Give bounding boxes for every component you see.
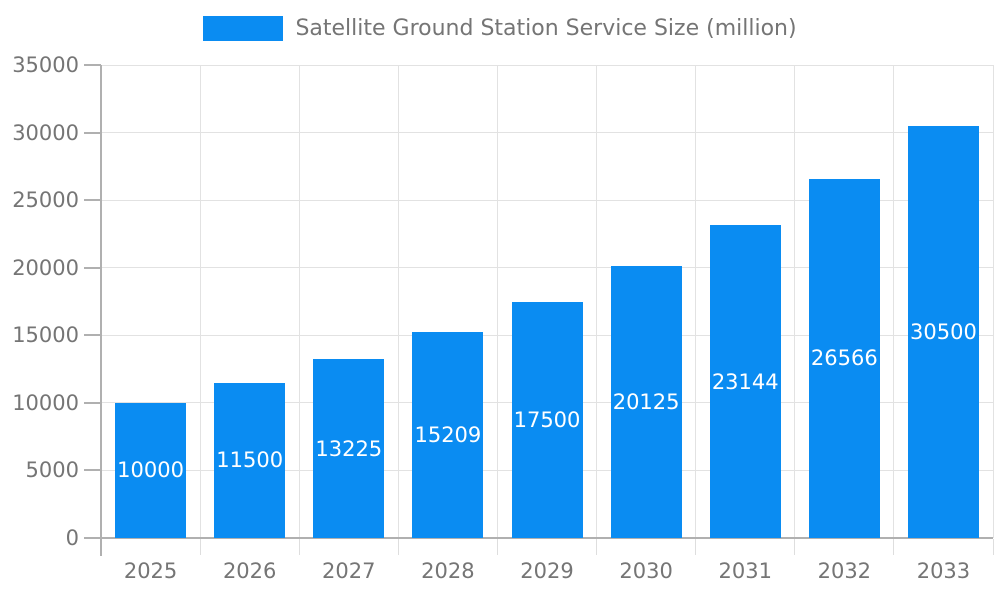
x-gridline [397,65,399,538]
x-gridline [992,65,994,538]
x-gridline [596,65,598,538]
bar [412,332,484,538]
x-axis-tick-mark [992,539,994,555]
bar-value-label: 11500 [216,448,284,473]
bar [808,178,880,538]
x-axis-tick-mark [199,539,201,555]
x-gridline [695,65,697,538]
bar-value-label: 20125 [612,390,680,414]
x-gridline [199,65,201,538]
x-axis-tick-mark [695,539,697,555]
y-axis-tick-label: 10000 [12,390,79,415]
y-axis-tick-label: 5000 [25,458,79,483]
y-axis-tick-mark [84,64,101,66]
chart-legend: Satellite Ground Station Service Size (m… [0,16,1000,41]
bar-value-label: 26566 [810,346,878,371]
bar [610,266,682,538]
x-axis-tick-label: 2032 [817,559,872,583]
y-axis-tick-mark [84,469,101,472]
y-axis-tick-label: 20000 [12,255,79,280]
bar [511,301,583,538]
x-gridline [496,65,498,538]
y-axis-tick-label: 35000 [12,53,79,77]
y-axis-tick-label: 0 [65,526,79,550]
x-gridline [794,65,796,538]
y-axis-tick-mark [84,401,101,404]
y-axis-tick-mark [84,131,101,134]
bar [313,359,385,538]
bar-value-label: 30500 [910,319,977,344]
x-axis-tick-mark [298,539,300,555]
legend-label: Satellite Ground Station Service Size (m… [295,16,797,41]
y-axis-tick-label: 25000 [12,188,79,213]
legend-color-swatch [203,16,284,41]
y-gridline [101,64,993,66]
y-gridline [101,199,993,201]
y-axis-tick-mark [84,199,101,202]
x-gridline [298,65,300,538]
x-axis-tick-mark [397,539,399,555]
y-axis-tick-mark [84,334,101,337]
x-axis-tick-label: 2026 [222,559,277,583]
bar-value-label: 17500 [513,407,581,432]
bar [709,225,781,538]
x-axis-tick-label: 2033 [916,559,971,583]
y-gridline [101,132,993,134]
x-axis-tick-mark [893,539,895,555]
x-axis-tick-mark [794,539,796,555]
y-axis-tick-label: 15000 [12,323,79,348]
bar [214,382,286,538]
x-axis-tick-label: 2030 [619,559,673,583]
x-gridline [893,65,895,538]
bar-value-label: 15209 [414,423,482,448]
bar-value-label: 13225 [315,436,383,461]
bar-value-label: 10000 [117,458,184,483]
x-axis-tick-mark [496,539,498,555]
x-axis-tick-mark [596,539,598,555]
x-axis-line [84,537,993,539]
bar [907,125,979,538]
x-axis-tick-label: 2025 [123,559,178,583]
y-axis-line [100,65,102,556]
y-axis-tick-mark [84,266,101,269]
x-axis-tick-label: 2029 [520,559,574,583]
y-axis-tick-label: 30000 [12,120,79,145]
x-axis-tick-label: 2031 [718,559,772,583]
x-axis-tick-label: 2028 [421,559,475,583]
bar [115,402,187,538]
bar-value-label: 23144 [711,369,779,394]
x-axis-tick-label: 2027 [322,559,376,583]
y-gridline [101,267,993,269]
